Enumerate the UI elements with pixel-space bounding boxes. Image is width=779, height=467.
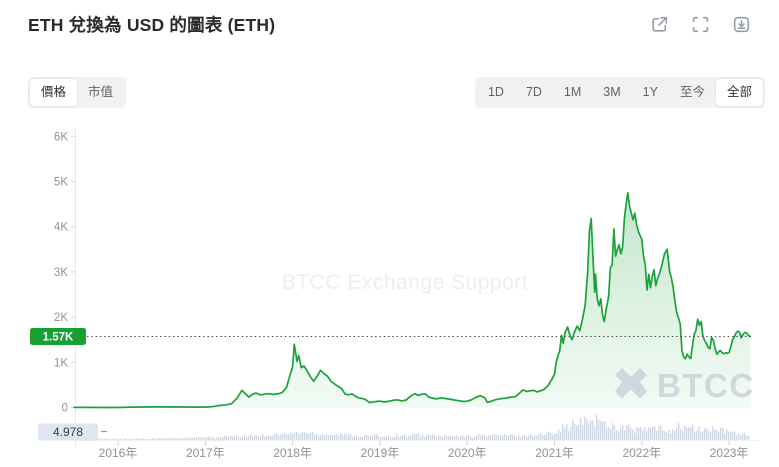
y-tick-label: 3K: [54, 267, 68, 279]
volume-bars: [75, 414, 760, 441]
svg-text:1.57K: 1.57K: [43, 332, 74, 344]
chart-header: ETH 兌換為 USD 的圖表 (ETH): [28, 8, 753, 37]
y-tick-label: 6K: [54, 131, 68, 143]
x-tick-label: 2020年: [448, 446, 487, 460]
x-tick-label: 2023年: [710, 446, 749, 460]
header-actions: [647, 12, 753, 36]
x-tick-label: 2016年: [99, 446, 138, 460]
range-todate[interactable]: 至今: [669, 79, 716, 106]
download-button[interactable]: [729, 12, 753, 36]
volume-value-badge: 4.978: [38, 423, 107, 441]
range-3m[interactable]: 3M: [592, 79, 631, 106]
fullscreen-button[interactable]: [688, 12, 712, 36]
y-tick-label: 4K: [54, 222, 68, 234]
x-tick-label: 2021年: [535, 446, 574, 460]
tab-marketcap[interactable]: 市值: [77, 79, 124, 106]
y-tick-label: 2K: [54, 312, 68, 324]
y-tick-label: 1K: [54, 357, 68, 369]
page-title: ETH 兌換為 USD 的圖表 (ETH): [28, 15, 276, 35]
y-tick-label: 5K: [54, 177, 68, 189]
btcc-x-icon: [615, 368, 647, 399]
watermark-text: BTCC Exchange Support: [282, 271, 528, 294]
metric-tab-group: 價格 市值: [28, 77, 127, 108]
x-tick-label: 2022年: [622, 446, 661, 460]
range-tab-group: 1D 7D 1M 3M 1Y 至今 全部: [474, 77, 765, 108]
range-all[interactable]: 全部: [715, 79, 763, 106]
price-area: [74, 192, 751, 408]
svg-text:4.978: 4.978: [53, 425, 83, 439]
download-icon: [731, 14, 752, 35]
price-line: [73, 191, 751, 409]
chart-toolbar: 價格 市值 1D 7D 1M 3M 1Y 至今 全部: [28, 77, 765, 108]
range-7d[interactable]: 7D: [515, 79, 553, 106]
current-price-badge: 1.57K: [30, 328, 86, 346]
share-button[interactable]: [647, 12, 671, 36]
x-axis: 2016年 2017年 2018年 2019年 2020年 2021年 2022年 2023年: [99, 441, 749, 460]
range-1y[interactable]: 1Y: [632, 79, 669, 106]
tab-price[interactable]: 價格: [30, 79, 78, 106]
btcc-logo-text: BTCC: [657, 367, 755, 404]
range-1m[interactable]: 1M: [553, 79, 592, 106]
x-tick-label: 2017年: [186, 446, 225, 460]
y-axis: 0 1K 2K 3K 4K 5K 6K: [54, 128, 76, 447]
x-tick-label: 2018年: [273, 446, 312, 460]
range-1d[interactable]: 1D: [477, 79, 515, 106]
btcc-logo-watermark: BTCC: [615, 367, 755, 404]
y-tick-label: 0: [62, 403, 68, 415]
x-tick-label: 2019年: [361, 446, 400, 460]
fullscreen-icon: [690, 14, 711, 35]
share-icon: [649, 14, 670, 35]
